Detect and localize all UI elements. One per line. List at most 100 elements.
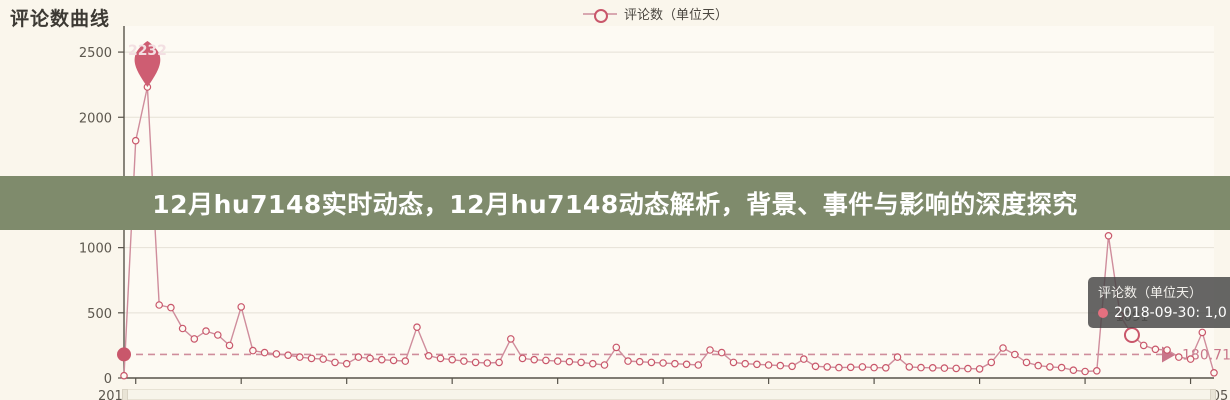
series-point[interactable] — [987, 358, 996, 367]
series-point[interactable] — [682, 360, 691, 369]
series-point[interactable] — [1046, 363, 1054, 371]
peak-pin-marker[interactable]: 2232 — [128, 41, 167, 88]
series-point[interactable] — [131, 136, 140, 145]
series-point[interactable] — [764, 361, 773, 369]
series-point[interactable] — [823, 363, 832, 371]
series-point[interactable] — [717, 348, 726, 357]
series-point[interactable] — [999, 344, 1007, 352]
series-point[interactable] — [753, 360, 761, 369]
datazoom-selected-range[interactable] — [125, 390, 1213, 399]
series-point[interactable] — [495, 358, 503, 367]
series-point[interactable] — [272, 350, 281, 358]
series-point[interactable] — [1163, 346, 1171, 354]
series-point[interactable] — [331, 358, 339, 367]
series-point[interactable] — [858, 363, 867, 371]
series-point[interactable] — [588, 359, 597, 368]
series-point[interactable] — [659, 359, 667, 367]
datazoom-slider[interactable] — [122, 389, 1216, 400]
series-point[interactable] — [530, 355, 539, 364]
series-point[interactable] — [155, 301, 164, 309]
series-point[interactable] — [635, 357, 644, 366]
series-point[interactable] — [1186, 355, 1195, 363]
series-point[interactable] — [799, 355, 808, 363]
series-point[interactable] — [671, 359, 679, 368]
series-point[interactable] — [577, 358, 585, 367]
series-point[interactable] — [366, 354, 374, 363]
series-point[interactable] — [940, 364, 949, 372]
series-point[interactable] — [928, 363, 937, 372]
series-point[interactable] — [565, 357, 574, 366]
series-point[interactable] — [401, 357, 410, 365]
series-point[interactable] — [190, 335, 199, 343]
series-point[interactable] — [120, 371, 128, 380]
series-point[interactable] — [741, 359, 750, 368]
series-point[interactable] — [905, 363, 914, 371]
series-point[interactable] — [202, 327, 210, 335]
series-point[interactable] — [1057, 363, 1066, 372]
series-point[interactable] — [870, 363, 878, 372]
series-point[interactable] — [460, 357, 468, 365]
series-point[interactable] — [167, 303, 175, 312]
series-point[interactable] — [1104, 232, 1113, 240]
datazoom-handle-right[interactable] — [1210, 389, 1216, 400]
highlighted-point[interactable] — [1123, 326, 1140, 343]
series-point[interactable] — [413, 323, 421, 332]
series-point[interactable] — [1093, 366, 1101, 375]
series-point[interactable] — [835, 363, 843, 372]
series-point[interactable] — [1210, 368, 1218, 377]
series-point[interactable] — [1175, 353, 1183, 361]
series-point[interactable] — [706, 346, 714, 354]
series-point[interactable] — [249, 346, 257, 355]
series-point[interactable] — [612, 343, 621, 352]
series-point[interactable] — [1198, 328, 1207, 337]
series-point[interactable] — [542, 356, 550, 365]
chart-legend[interactable]: 评论数（单位天） — [583, 4, 728, 23]
series-point[interactable] — [260, 348, 269, 357]
series-point[interactable] — [776, 361, 785, 370]
series-point[interactable] — [881, 363, 890, 372]
datazoom-handle-left[interactable] — [122, 389, 128, 400]
series-point[interactable] — [964, 364, 972, 373]
series-point[interactable] — [518, 354, 527, 363]
series-point[interactable] — [1010, 350, 1019, 359]
series-point[interactable] — [952, 364, 961, 373]
series-point[interactable] — [436, 354, 445, 363]
series-point[interactable] — [295, 353, 304, 361]
series-point[interactable] — [483, 359, 492, 367]
series-point[interactable] — [729, 358, 738, 367]
series-point[interactable] — [1081, 367, 1089, 376]
series-point[interactable] — [506, 335, 515, 343]
series-point[interactable] — [424, 351, 433, 360]
series-point[interactable] — [319, 355, 328, 363]
series-point[interactable] — [624, 357, 632, 365]
series-point[interactable] — [448, 355, 457, 364]
series-point[interactable] — [307, 354, 316, 363]
series-point[interactable] — [788, 362, 796, 371]
series-point[interactable] — [893, 353, 902, 361]
series-point[interactable] — [1022, 358, 1031, 367]
series-point[interactable] — [1069, 366, 1078, 375]
svg-text:500: 500 — [87, 307, 112, 322]
series-point[interactable] — [214, 331, 222, 339]
series-point[interactable] — [811, 362, 820, 371]
series-point[interactable] — [917, 363, 925, 372]
series-point[interactable] — [553, 357, 562, 365]
series-point[interactable] — [1151, 345, 1160, 354]
series-point[interactable] — [600, 361, 609, 369]
series-point[interactable] — [389, 356, 398, 365]
series-point[interactable] — [377, 355, 386, 364]
series-point[interactable] — [354, 353, 363, 361]
series-point[interactable] — [647, 358, 656, 367]
series-point[interactable] — [178, 324, 187, 333]
series-point[interactable] — [846, 363, 855, 372]
series-point[interactable] — [694, 361, 703, 369]
series-point[interactable] — [284, 351, 292, 360]
series-point[interactable] — [471, 358, 480, 367]
series-point[interactable] — [1034, 361, 1043, 370]
series-point[interactable] — [342, 359, 351, 368]
series-point[interactable] — [225, 341, 234, 350]
series-point[interactable] — [1139, 341, 1148, 350]
series-points[interactable] — [120, 83, 1218, 380]
series-point[interactable] — [237, 303, 246, 311]
series-point[interactable] — [975, 365, 984, 373]
